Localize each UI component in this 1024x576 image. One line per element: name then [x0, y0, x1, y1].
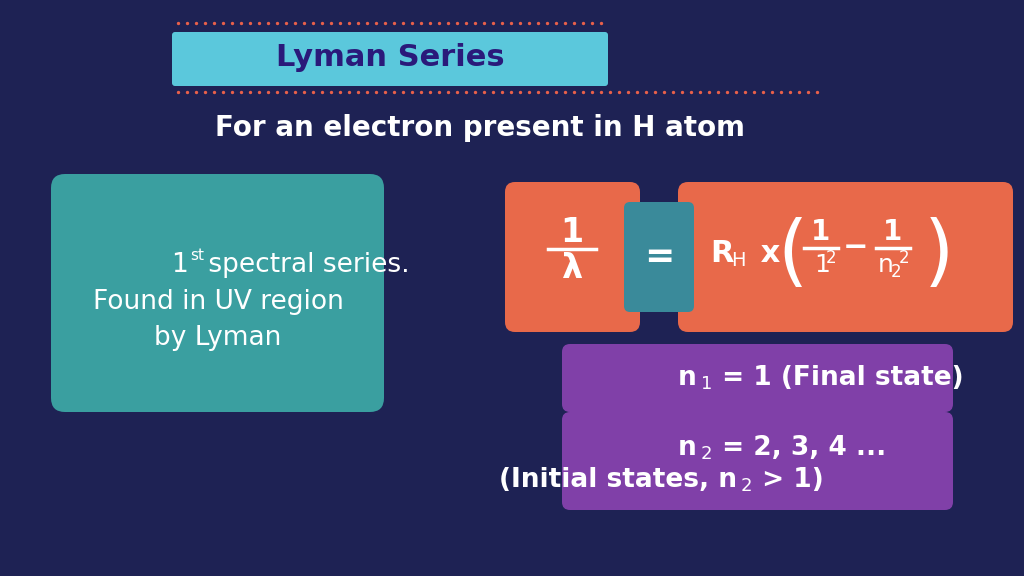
Text: R: R — [710, 238, 733, 267]
Text: = 1 (Final state): = 1 (Final state) — [713, 365, 964, 391]
Text: n: n — [678, 365, 697, 391]
Text: For an electron present in H atom: For an electron present in H atom — [215, 114, 745, 142]
FancyBboxPatch shape — [172, 32, 608, 86]
FancyBboxPatch shape — [562, 412, 953, 510]
FancyBboxPatch shape — [562, 344, 953, 412]
Text: n: n — [678, 435, 697, 461]
Text: Lyman Series: Lyman Series — [275, 44, 504, 73]
Text: 2: 2 — [741, 477, 753, 495]
Text: = 2, 3, 4 ...: = 2, 3, 4 ... — [713, 435, 886, 461]
Text: (: ( — [777, 217, 807, 293]
Text: 1: 1 — [884, 218, 902, 246]
Text: st: st — [190, 248, 204, 263]
Text: =: = — [644, 240, 674, 274]
FancyBboxPatch shape — [678, 182, 1013, 332]
Text: spectral series.: spectral series. — [200, 252, 410, 278]
Text: ): ) — [924, 217, 954, 293]
Text: 1: 1 — [814, 253, 829, 277]
Text: 1: 1 — [560, 217, 584, 249]
Text: (Initial states, n: (Initial states, n — [499, 467, 737, 493]
Text: Found in UV region: Found in UV region — [92, 289, 343, 315]
Text: 2: 2 — [891, 263, 901, 281]
Text: > 1): > 1) — [753, 467, 823, 493]
Text: 1: 1 — [172, 252, 188, 278]
FancyBboxPatch shape — [624, 202, 694, 312]
Text: λ: λ — [561, 252, 583, 285]
Text: by Lyman: by Lyman — [155, 325, 282, 351]
Text: 2: 2 — [826, 249, 837, 267]
Text: −: − — [843, 233, 868, 262]
Text: n: n — [878, 253, 894, 277]
FancyBboxPatch shape — [505, 182, 640, 332]
Text: 1: 1 — [701, 375, 713, 393]
FancyBboxPatch shape — [51, 174, 384, 412]
Text: H: H — [731, 252, 745, 271]
Text: x: x — [750, 238, 780, 267]
Text: 2: 2 — [701, 445, 713, 463]
Text: 1: 1 — [810, 218, 829, 246]
Text: 2: 2 — [899, 249, 909, 267]
